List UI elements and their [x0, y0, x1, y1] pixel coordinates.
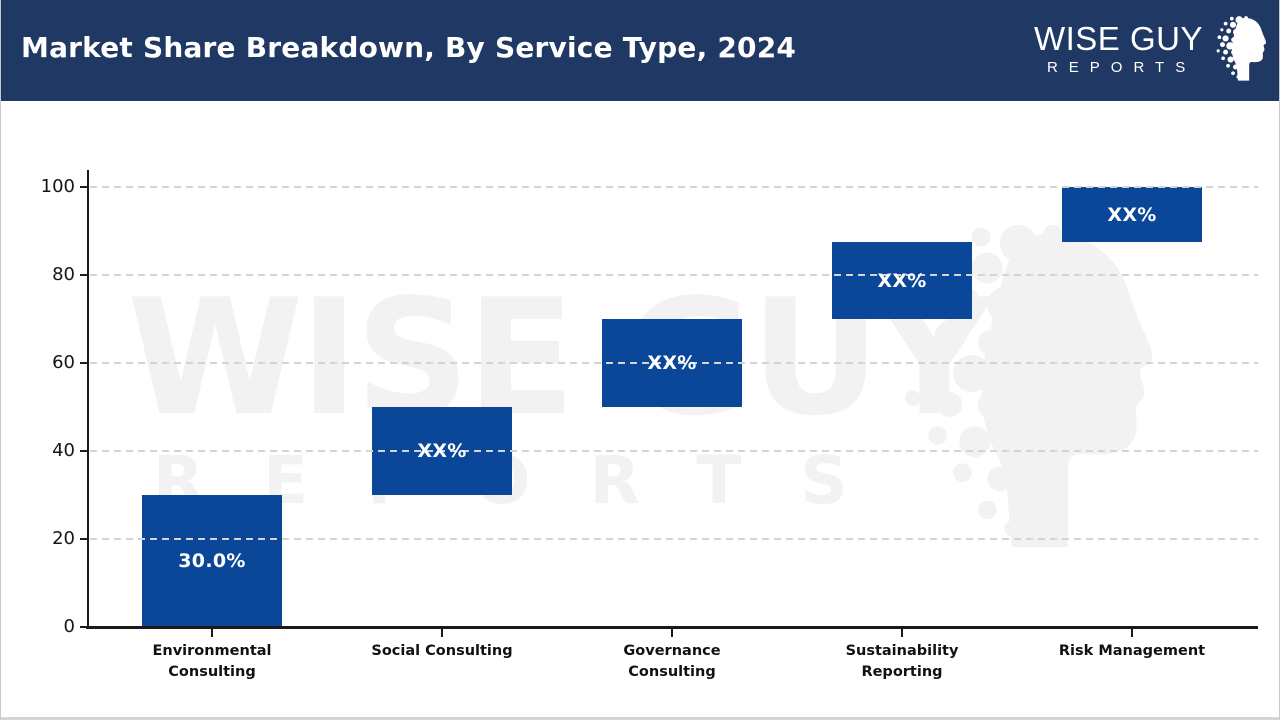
gridline: [90, 186, 1258, 188]
x-category-label: Governance Consulting: [623, 643, 721, 681]
x-tick-mark: [901, 629, 903, 637]
y-tick-label: 40: [52, 440, 75, 461]
y-tick-mark: [80, 186, 88, 188]
gridline: [90, 274, 1258, 276]
x-category-label: Social Consulting: [371, 643, 513, 659]
y-tick-mark: [80, 274, 88, 276]
header: Market Share Breakdown, By Service Type,…: [1, 0, 1279, 101]
bar-value-label: XX%: [877, 269, 927, 292]
y-tick-mark: [80, 626, 88, 628]
y-tick-label: 60: [52, 352, 75, 373]
logo: WISE GUY REPORTS: [1034, 7, 1269, 91]
bar-value-label: 30.0%: [178, 550, 246, 572]
gridline: [90, 538, 1258, 540]
y-tick-mark: [80, 450, 88, 452]
x-category-label: Risk Management: [1058, 643, 1206, 659]
x-category-label: Environmental Consulting: [152, 643, 272, 681]
y-tick-mark: [80, 362, 88, 364]
y-axis-line: [87, 170, 89, 629]
logo-wordmark: WISE GUY: [1033, 19, 1203, 57]
gridline: [90, 362, 1258, 364]
bar: [1062, 187, 1202, 242]
gridline: [90, 450, 1258, 452]
y-tick-label: 0: [63, 616, 75, 637]
logo-text: WISE GUY REPORTS: [1033, 19, 1203, 77]
bar: [832, 242, 972, 319]
x-tick-mark: [671, 629, 673, 637]
x-tick-mark: [441, 629, 443, 637]
x-tick-mark: [211, 629, 213, 637]
bar-value-label: XX%: [417, 440, 467, 462]
logo-subtext: REPORTS: [1046, 59, 1197, 77]
x-axis-line: [86, 626, 1258, 629]
page-title: Market Share Breakdown, By Service Type,…: [21, 31, 797, 64]
footer-strip: [1, 717, 1279, 720]
x-tick-mark: [1131, 629, 1133, 637]
x-category-label: Sustainability Reporting: [845, 643, 959, 681]
y-tick-label: 20: [52, 528, 75, 549]
bar-value-label: XX%: [1107, 203, 1157, 226]
y-tick-label: 80: [52, 264, 75, 285]
bar-value-label: XX%: [647, 352, 697, 374]
y-tick-mark: [80, 538, 88, 540]
bar: [142, 495, 282, 627]
y-tick-label: 100: [40, 176, 75, 197]
face-profile-icon: [1216, 16, 1267, 81]
